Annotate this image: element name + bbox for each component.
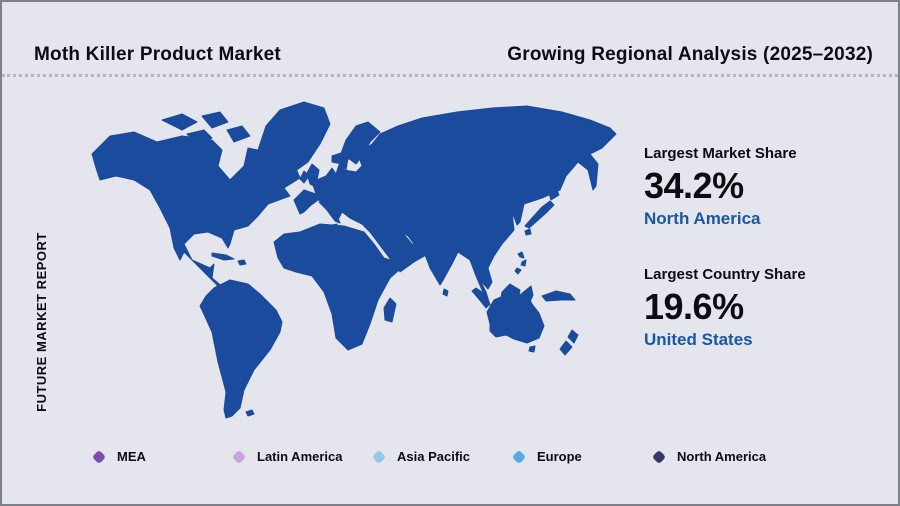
map-caribbean xyxy=(211,252,247,266)
map-north-america xyxy=(91,131,301,301)
legend-label: North America xyxy=(677,449,767,464)
map-scandinavia xyxy=(337,121,381,171)
legend-item-north-america: North America xyxy=(651,449,767,464)
map-japan xyxy=(524,186,560,236)
legend-dot-north-america-icon xyxy=(651,449,667,464)
map-south-america xyxy=(199,279,283,419)
header: Moth Killer Product Market Growing Regio… xyxy=(2,2,898,77)
map-italy xyxy=(318,199,341,229)
map-british-isles xyxy=(299,163,320,187)
map-madagascar xyxy=(383,297,397,323)
stat-region: North America xyxy=(644,209,761,228)
legend-label: MEA xyxy=(117,449,146,464)
map-australia xyxy=(486,289,545,353)
legend-label: Latin America xyxy=(257,449,343,464)
legend-item-latin-america: Latin America xyxy=(231,449,343,464)
legend-dot-mea-icon xyxy=(91,449,107,464)
map-africa xyxy=(273,223,409,351)
stat-largest-country-share: Largest Country Share 19.6% United State… xyxy=(644,266,806,350)
legend-dot-europe-icon xyxy=(511,449,527,464)
map-greenland xyxy=(257,101,331,173)
subtitle-regional-analysis: Growing Regional Analysis (2025–2032) xyxy=(507,44,873,65)
legend-item-asia-pacific: Asia Pacific xyxy=(371,449,470,464)
stat-value: 34.2% xyxy=(644,165,744,206)
map-arctic-islands xyxy=(161,111,251,145)
map-sri-lanka xyxy=(442,288,449,297)
legend-label: Asia Pacific xyxy=(397,449,470,464)
map-philippines xyxy=(514,251,527,275)
stat-value: 19.6% xyxy=(644,286,744,327)
legend-item-mea: MEA xyxy=(91,449,146,464)
map-new-zealand xyxy=(559,329,579,356)
legend-item-europe: Europe xyxy=(511,449,582,464)
legend-dot-asia-pacific-icon xyxy=(371,449,387,464)
world-map xyxy=(91,101,617,419)
stat-label: Largest Country Share xyxy=(644,266,806,283)
legend-dot-latin-america-icon xyxy=(231,449,247,464)
stat-region: United States xyxy=(644,330,753,349)
stat-largest-market-share: Largest Market Share 34.2% North America xyxy=(644,145,797,229)
brand-watermark: FUTURE MARKET REPORT xyxy=(34,232,49,412)
stat-label: Largest Market Share xyxy=(644,145,797,162)
page-title: Moth Killer Product Market xyxy=(34,44,281,65)
legend-label: Europe xyxy=(537,449,582,464)
